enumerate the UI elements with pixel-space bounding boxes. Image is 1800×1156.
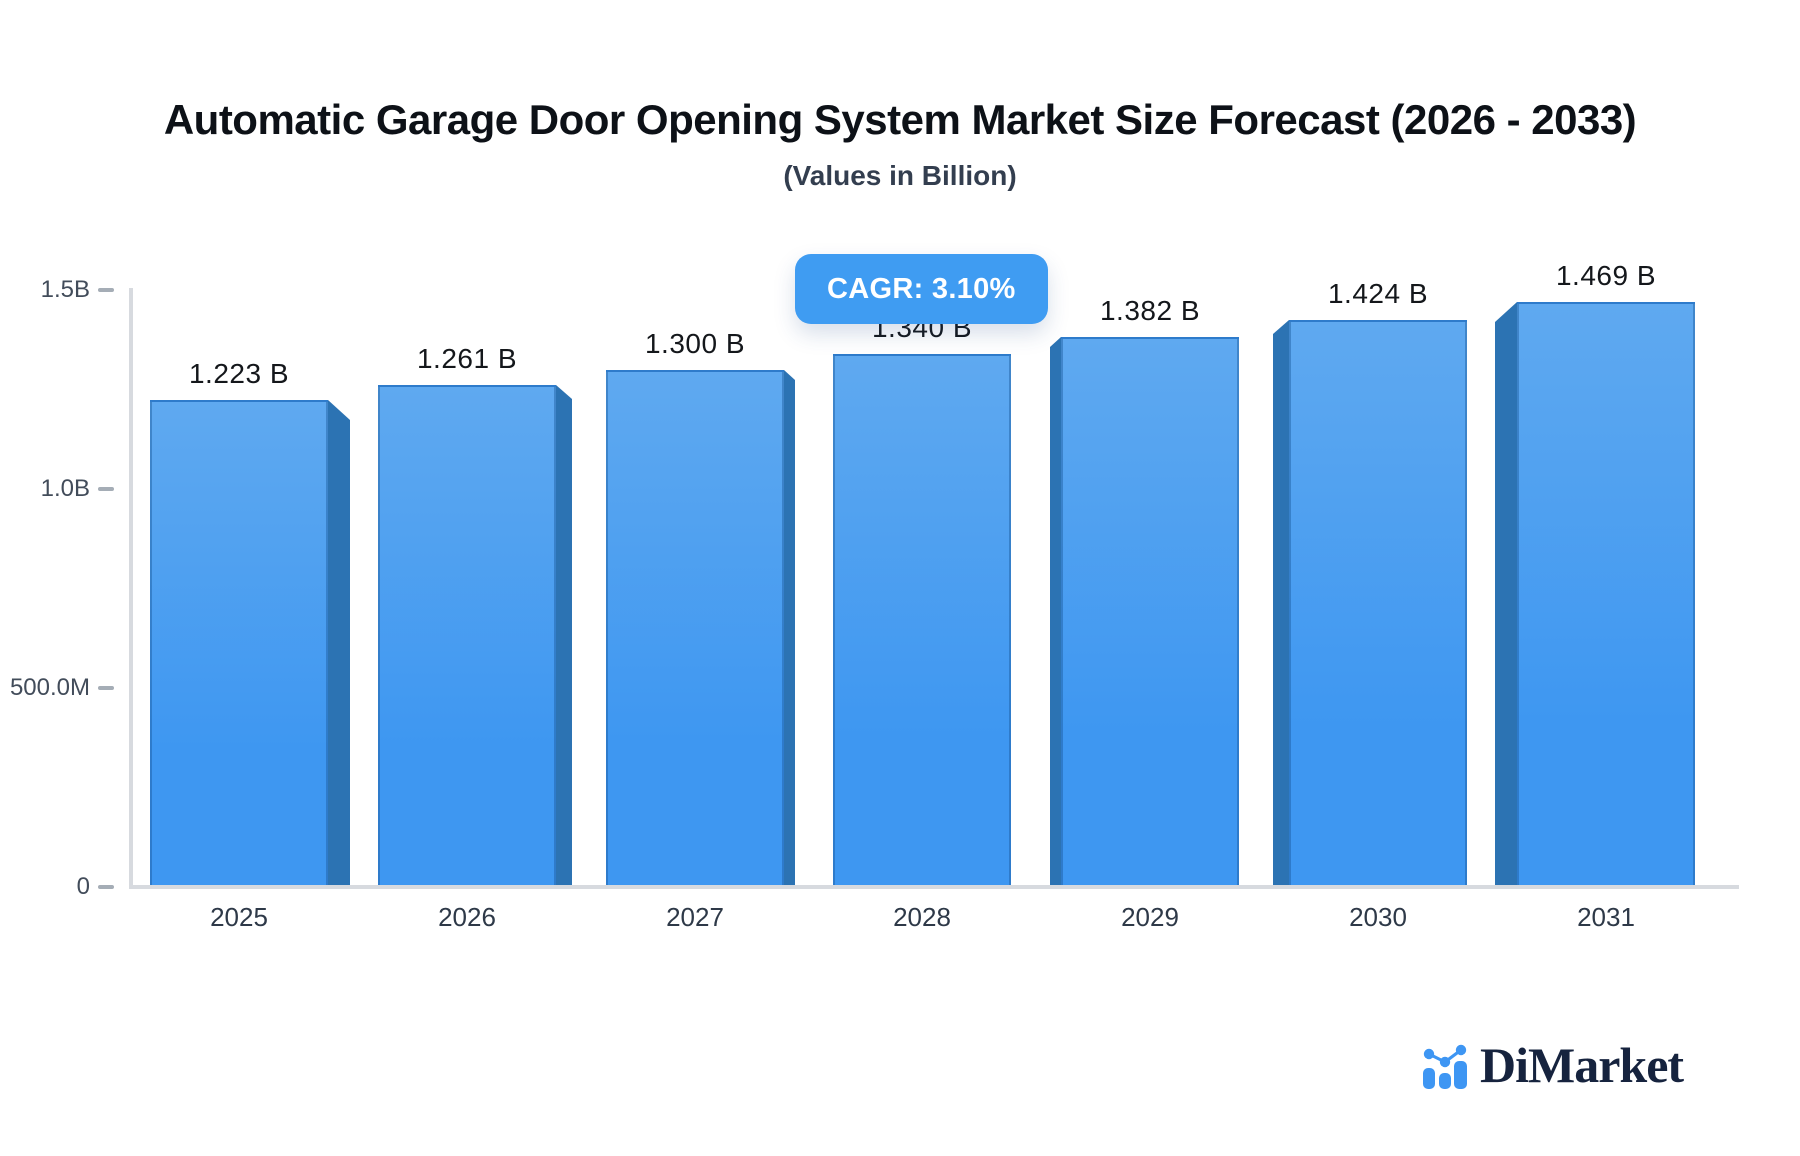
brand-name: DiMarket <box>1480 1037 1684 1093</box>
bar-side-3d <box>556 385 572 887</box>
bar-value-label: 1.469 B <box>1555 260 1657 291</box>
x-axis-label: 2029 <box>1121 902 1179 932</box>
bar-value-label: 1.223 B <box>188 358 290 389</box>
brand-logo: DiMarket <box>1421 1037 1684 1096</box>
bar-side-3d <box>784 370 795 887</box>
bar-face[interactable] <box>1061 337 1239 887</box>
bar-value-label: 1.382 B <box>1099 295 1201 326</box>
bar-value-label: 1.261 B <box>416 343 518 374</box>
y-axis-tick <box>98 885 114 889</box>
bar-side-3d <box>328 400 350 887</box>
bar-side-3d <box>1273 320 1289 887</box>
bar-face[interactable] <box>1289 320 1467 887</box>
bar-value-label: 1.300 B <box>644 328 746 359</box>
bar-face[interactable] <box>606 370 784 887</box>
bar-face[interactable] <box>378 385 556 887</box>
y-axis-line <box>129 288 133 888</box>
bar-face[interactable] <box>833 354 1011 887</box>
x-axis-label: 2028 <box>893 902 951 932</box>
dimarket-logo-icon <box>1423 1044 1467 1089</box>
bar-face[interactable] <box>1517 302 1695 887</box>
cagr-badge: CAGR: 3.10% <box>795 254 1048 324</box>
x-axis-label: 2030 <box>1349 902 1407 932</box>
y-axis-tick-label: 1.0B <box>40 475 90 502</box>
bar-side-3d <box>1050 337 1061 887</box>
x-axis-label: 2025 <box>210 902 268 932</box>
y-axis-tick-label: 0 <box>76 873 90 900</box>
y-axis-tick <box>98 487 114 491</box>
bar-value-label: 1.424 B <box>1327 278 1429 309</box>
y-axis-tick <box>98 686 114 690</box>
y-axis-tick-label: 500.0M <box>9 674 90 701</box>
bar-side-3d <box>1495 302 1517 887</box>
chart-title: Automatic Garage Door Opening System Mar… <box>163 96 1637 143</box>
chart-subtitle: (Values in Billion) <box>783 160 1017 191</box>
y-axis-tick <box>98 288 114 292</box>
x-axis-label: 2026 <box>438 902 496 932</box>
y-axis-tick-label: 1.5B <box>40 276 90 303</box>
x-axis-baseline <box>129 885 1739 889</box>
x-axis-label: 2027 <box>666 902 724 932</box>
bar-face[interactable] <box>150 400 328 887</box>
x-axis-label: 2031 <box>1577 902 1635 932</box>
